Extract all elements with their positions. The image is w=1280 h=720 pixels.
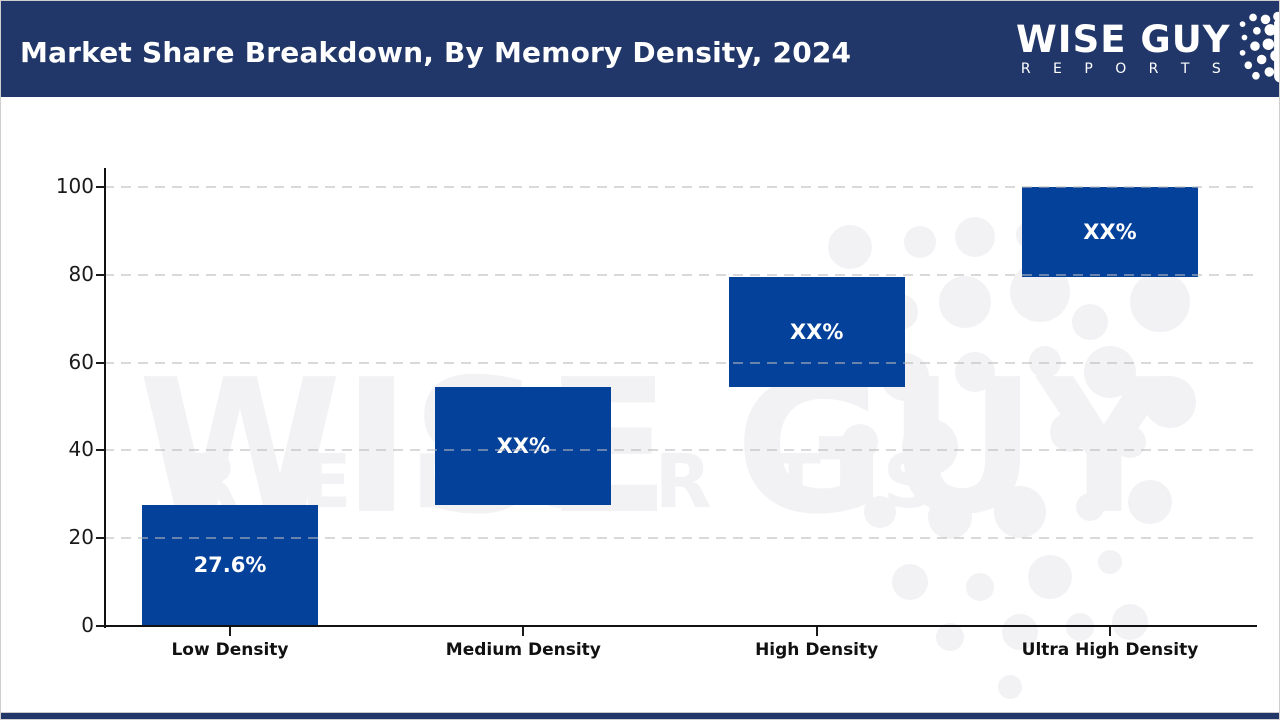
bar-segment: XX% (728, 276, 905, 388)
logo-face-icon (1239, 11, 1280, 83)
footer-banner (0, 713, 1280, 720)
y-axis-tick-label: 0 (81, 613, 94, 637)
y-axis-tick-mark (96, 273, 105, 276)
y-axis-tick-label: 20 (68, 525, 94, 550)
y-axis-tick-mark (96, 625, 105, 627)
x-axis-tick-mark (229, 627, 231, 636)
logo-wordmark: WISE GUY (1016, 18, 1231, 61)
x-axis-line (104, 625, 1257, 627)
bar-segment: 27.6% (142, 504, 318, 626)
bar-value-label: 27.6% (193, 553, 267, 578)
bar-value-label: XX% (496, 433, 551, 458)
bar-segment: XX% (1021, 186, 1198, 277)
x-axis-category-label: Ultra High Density (1021, 640, 1199, 660)
y-axis-tick-mark (96, 361, 105, 364)
header-banner: Market Share Breakdown, By Memory Densit… (0, 0, 1280, 97)
y-axis-tick-label: 40 (68, 437, 94, 462)
bar-segment: XX% (435, 387, 612, 505)
x-axis-tick-mark (522, 627, 525, 636)
y-axis-tick-mark (96, 185, 105, 188)
x-axis-category-label: Low Density (171, 640, 289, 660)
x-axis-tick-mark (815, 627, 818, 636)
gridline (104, 537, 1257, 540)
y-axis-line (104, 168, 106, 628)
wiseguy-logo: WISE GUY R E P O R T S (1016, 8, 1280, 90)
bar-value-label: XX% (789, 320, 844, 345)
y-axis-tick-label: 80 (68, 261, 94, 286)
bar-value-label: XX% (1083, 219, 1137, 244)
chart-title: Market Share Breakdown, By Memory Densit… (20, 36, 852, 69)
logo-text: WISE GUY R E P O R T S (1016, 21, 1231, 77)
gridline (104, 361, 1257, 364)
logo-subtitle: R E P O R T S (1020, 61, 1230, 77)
y-axis-tick-label: 60 (68, 349, 94, 374)
x-axis-category-label: High Density (755, 640, 879, 660)
gridline (104, 185, 1257, 188)
gridline (104, 273, 1257, 276)
y-axis-tick-mark (96, 537, 105, 540)
gridline (104, 449, 1257, 452)
footer-hairline (0, 712, 1280, 713)
x-axis-tick-mark (1108, 627, 1111, 636)
y-axis-tick-mark (96, 449, 105, 452)
y-axis-tick-label: 100 (55, 173, 94, 198)
x-axis-category-label: Medium Density (445, 640, 601, 660)
